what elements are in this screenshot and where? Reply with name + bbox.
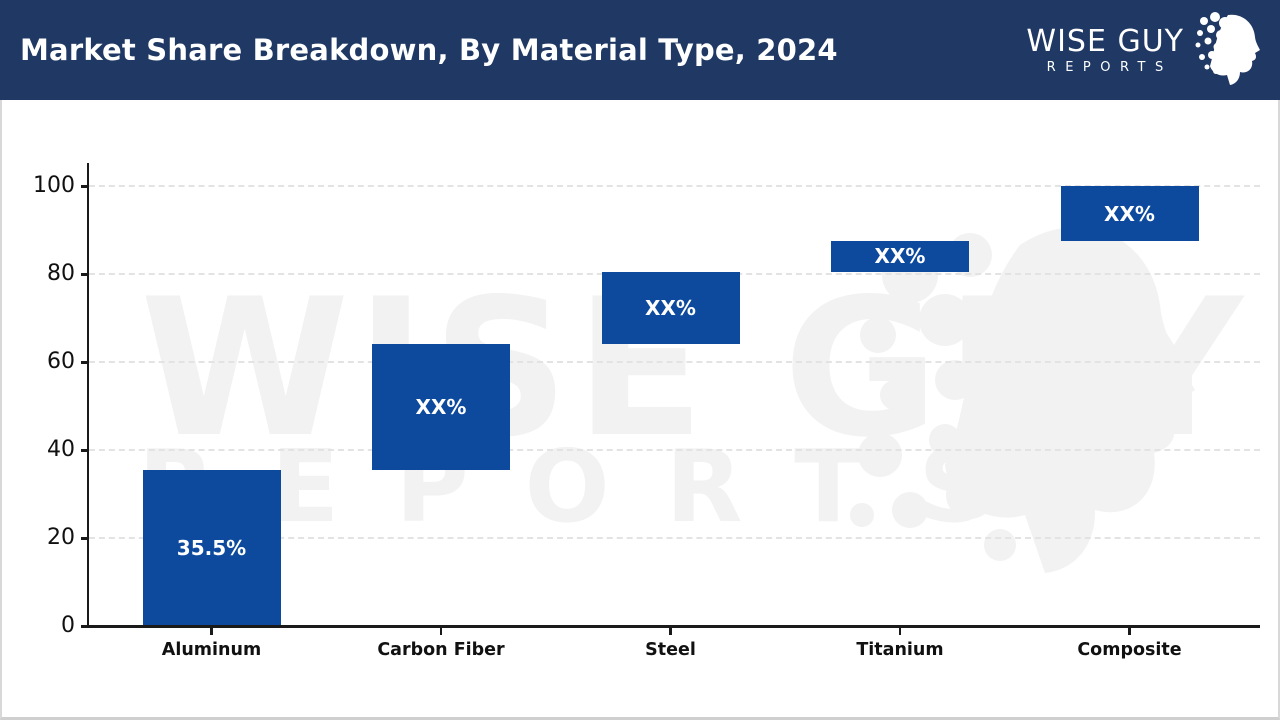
bar-value-label: XX% <box>415 395 467 420</box>
y-axis-tick <box>81 361 89 364</box>
y-axis-tick <box>81 537 89 540</box>
gridline <box>89 537 1260 539</box>
x-axis-tick <box>210 627 213 635</box>
waterfall-bar: XX% <box>831 241 969 272</box>
y-tick-label: 60 <box>47 349 75 374</box>
gridline <box>89 449 1260 451</box>
y-tick-label: 80 <box>47 261 75 286</box>
y-axis-tick <box>81 185 89 188</box>
logo-head-icon <box>1195 12 1260 86</box>
header-bar: Market Share Breakdown, By Material Type… <box>0 0 1280 100</box>
waterfall-bar: 35.5% <box>142 469 281 626</box>
bar-value-label: XX% <box>874 244 926 269</box>
y-tick-label: 0 <box>61 613 75 638</box>
y-axis-tick <box>81 273 89 276</box>
brand-logo: WISE GUY REPORTS <box>1026 7 1262 93</box>
waterfall-bar: XX% <box>1060 186 1199 241</box>
x-tick-label: Steel <box>645 640 696 660</box>
brand-name: WISE GUY <box>1026 23 1184 59</box>
brand-text: WISE GUY REPORTS <box>1026 23 1184 75</box>
waterfall-bar: XX% <box>372 344 510 470</box>
waterfall-bar: XX% <box>601 271 740 345</box>
x-axis-tick <box>439 627 443 635</box>
x-tick-label: Aluminum <box>161 640 262 660</box>
brand-subtitle: REPORTS <box>1046 59 1173 75</box>
x-axis-line <box>86 625 1260 628</box>
x-axis-tick <box>669 627 672 635</box>
x-tick-label: Carbon Fiber <box>377 640 505 660</box>
x-tick-label: Composite <box>1077 640 1182 660</box>
y-axis-tick <box>81 449 89 452</box>
x-tick-label: Titanium <box>856 640 944 660</box>
x-axis-tick <box>1128 627 1131 635</box>
bar-value-label: XX% <box>1104 201 1155 226</box>
bar-value-label: 35.5% <box>176 535 247 560</box>
y-tick-label: 20 <box>47 525 75 550</box>
y-tick-label: 40 <box>47 437 75 462</box>
y-tick-label: 100 <box>33 173 75 198</box>
gridline <box>89 361 1260 363</box>
bar-value-label: XX% <box>645 296 696 321</box>
gridline <box>89 185 1260 187</box>
y-axis-tick <box>81 625 89 628</box>
y-axis-line <box>86 163 89 628</box>
x-axis-tick <box>898 627 902 635</box>
chart-title: Market Share Breakdown, By Material Type… <box>20 33 838 67</box>
